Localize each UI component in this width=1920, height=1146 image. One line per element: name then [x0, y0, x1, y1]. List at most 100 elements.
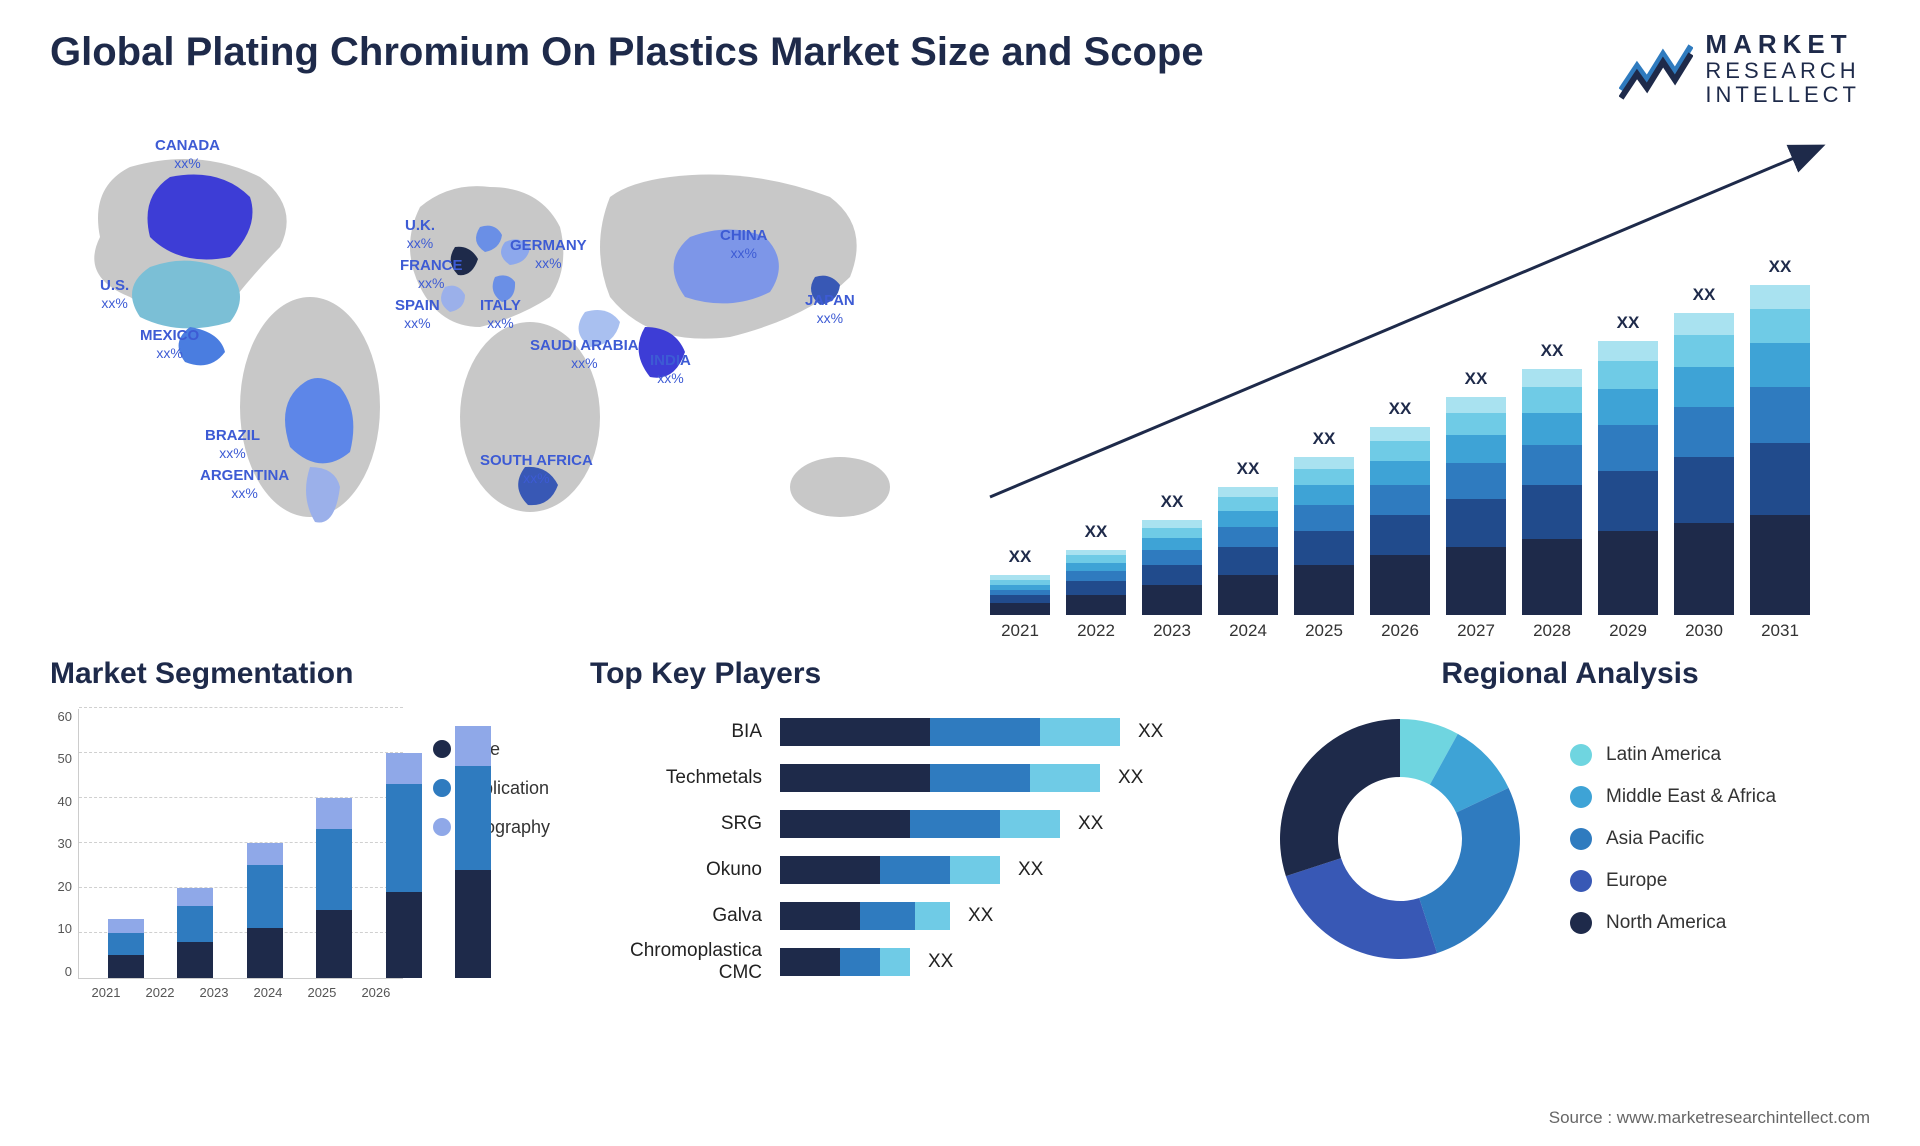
forecast-chart: XX2021XX2022XX2023XX2024XX2025XX2026XX20… [980, 127, 1870, 647]
map-label: SAUDI ARABIAxx% [530, 337, 639, 373]
forecast-bar [1142, 520, 1202, 615]
forecast-bar [990, 575, 1050, 615]
seg-legend-item: Application [433, 778, 550, 799]
player-label: Techmetals [590, 767, 780, 789]
forecast-year-label: 2027 [1446, 621, 1506, 641]
map-label: ARGENTINAxx% [200, 467, 289, 503]
forecast-bar [1750, 285, 1810, 615]
seg-ytick: 0 [50, 964, 72, 979]
region-legend-item: Europe [1570, 870, 1776, 892]
forecast-value-label: XX [1066, 522, 1126, 542]
logo-line3: INTELLECT [1705, 83, 1860, 107]
forecast-value-label: XX [1674, 285, 1734, 305]
donut-slice [1419, 788, 1520, 953]
player-row: BIA XX [590, 709, 1230, 755]
player-value: XX [928, 951, 953, 973]
player-row: Techmetals XX [590, 755, 1230, 801]
players-title: Top Key Players [590, 657, 1230, 691]
map-us [132, 261, 240, 329]
player-label: Okuno [590, 859, 780, 881]
forecast-value-label: XX [1446, 369, 1506, 389]
forecast-year-label: 2029 [1598, 621, 1658, 641]
player-row: SRG XX [590, 801, 1230, 847]
map-label: BRAZILxx% [205, 427, 260, 463]
seg-ytick: 40 [50, 794, 72, 809]
seg-ytick: 60 [50, 709, 72, 724]
source-text: Source : www.marketresearchintellect.com [1549, 1108, 1870, 1128]
forecast-year-label: 2023 [1142, 621, 1202, 641]
player-value: XX [1138, 721, 1163, 743]
donut-slice [1286, 858, 1437, 959]
region-legend-item: North America [1570, 912, 1776, 934]
seg-ytick: 30 [50, 836, 72, 851]
seg-year-label: 2025 [307, 985, 336, 1000]
segmentation-title: Market Segmentation [50, 657, 550, 691]
forecast-value-label: XX [1370, 399, 1430, 419]
forecast-value-label: XX [1294, 429, 1354, 449]
player-value: XX [1078, 813, 1103, 835]
forecast-value-label: XX [1218, 459, 1278, 479]
map-label: SPAINxx% [395, 297, 440, 333]
forecast-value-label: XX [1522, 341, 1582, 361]
region-legend-item: Latin America [1570, 744, 1776, 766]
logo-line1: MARKET [1705, 30, 1860, 59]
logo-line2: RESEARCH [1705, 59, 1860, 83]
forecast-value-label: XX [1142, 492, 1202, 512]
forecast-year-label: 2031 [1750, 621, 1810, 641]
player-value: XX [1118, 767, 1143, 789]
player-value: XX [1018, 859, 1043, 881]
player-row: Okuno XX [590, 847, 1230, 893]
map-label: U.K.xx% [405, 217, 435, 253]
player-label: Galva [590, 905, 780, 927]
forecast-bar [1522, 369, 1582, 615]
forecast-bar [1674, 313, 1734, 615]
seg-legend-item: Geography [433, 817, 550, 838]
donut-slice [1280, 719, 1400, 876]
seg-year-label: 2021 [92, 985, 121, 1000]
forecast-value-label: XX [990, 547, 1050, 567]
player-label: BIA [590, 721, 780, 743]
seg-year-label: 2023 [200, 985, 229, 1000]
seg-ytick: 20 [50, 879, 72, 894]
map-label: ITALYxx% [480, 297, 521, 333]
player-value: XX [968, 905, 993, 927]
player-label: SRG [590, 813, 780, 835]
map-label: INDIAxx% [650, 352, 691, 388]
forecast-year-label: 2024 [1218, 621, 1278, 641]
seg-year-label: 2024 [253, 985, 282, 1000]
segmentation-bar [108, 919, 144, 978]
seg-year-label: 2022 [146, 985, 175, 1000]
map-label: FRANCExx% [400, 257, 463, 293]
seg-ytick: 10 [50, 921, 72, 936]
player-row: Galva XX [590, 893, 1230, 939]
map-label: MEXICOxx% [140, 327, 199, 363]
map-label: SOUTH AFRICAxx% [480, 452, 593, 488]
region-legend-item: Middle East & Africa [1570, 786, 1776, 808]
map-label: CANADAxx% [155, 137, 220, 173]
segmentation-bar [177, 888, 213, 978]
map-label: JAPANxx% [805, 292, 855, 328]
forecast-bar [1598, 341, 1658, 615]
player-label: Chromoplastica CMC [590, 940, 780, 984]
brand-logo: MARKET RESEARCH INTELLECT [1619, 30, 1860, 107]
segmentation-bar [316, 798, 352, 978]
map-label: U.S.xx% [100, 277, 129, 313]
regional-donut [1270, 709, 1530, 969]
forecast-year-label: 2030 [1674, 621, 1734, 641]
regional-title: Regional Analysis [1270, 657, 1870, 691]
region-legend-item: Asia Pacific [1570, 828, 1776, 850]
segmentation-bar [455, 726, 491, 978]
seg-year-label: 2026 [361, 985, 390, 1000]
forecast-bar [1218, 487, 1278, 615]
forecast-bar [1446, 397, 1506, 615]
page-title: Global Plating Chromium On Plastics Mark… [50, 30, 1204, 75]
seg-legend-item: Type [433, 739, 550, 760]
forecast-year-label: 2022 [1066, 621, 1126, 641]
forecast-year-label: 2026 [1370, 621, 1430, 641]
segmentation-bar [247, 843, 283, 978]
map-label: CHINAxx% [720, 227, 768, 263]
player-row: Chromoplastica CMC XX [590, 939, 1230, 985]
forecast-bar [1370, 427, 1430, 615]
forecast-year-label: 2021 [990, 621, 1050, 641]
forecast-bar [1066, 550, 1126, 615]
